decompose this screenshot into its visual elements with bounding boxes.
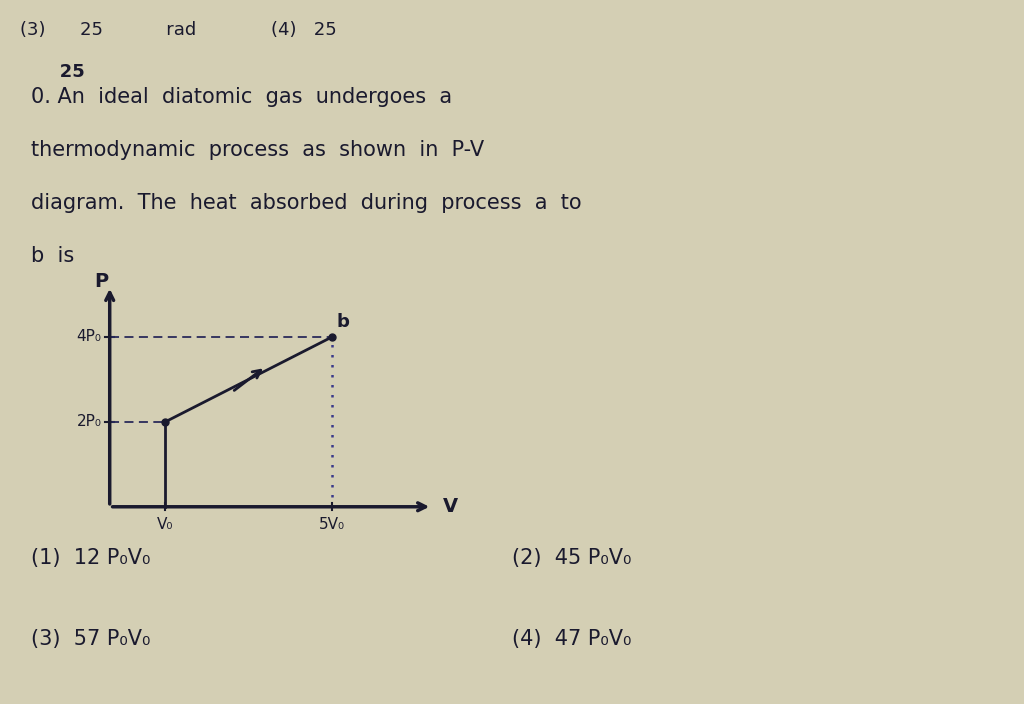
Text: V₀: V₀ xyxy=(157,517,173,532)
Text: b  is: b is xyxy=(31,246,74,265)
Text: b: b xyxy=(337,313,349,331)
Text: (3)  57 P₀V₀: (3) 57 P₀V₀ xyxy=(31,629,151,649)
Text: (4)  47 P₀V₀: (4) 47 P₀V₀ xyxy=(512,629,632,649)
Text: 5V₀: 5V₀ xyxy=(319,517,345,532)
Text: 25: 25 xyxy=(41,63,85,82)
Text: 2P₀: 2P₀ xyxy=(77,415,101,429)
Text: V: V xyxy=(443,497,459,516)
Text: diagram.  The  heat  absorbed  during  process  a  to: diagram. The heat absorbed during proces… xyxy=(31,193,582,213)
Text: 0. An  ideal  diatomic  gas  undergoes  a: 0. An ideal diatomic gas undergoes a xyxy=(31,87,452,107)
Text: thermodynamic  process  as  shown  in  P-V: thermodynamic process as shown in P-V xyxy=(31,140,484,160)
Text: (3)      25           rad             (4)   25: (3) 25 rad (4) 25 xyxy=(20,21,337,39)
Text: (2)  45 P₀V₀: (2) 45 P₀V₀ xyxy=(512,548,632,568)
Text: 4P₀: 4P₀ xyxy=(77,329,101,344)
Text: P: P xyxy=(94,272,109,291)
Text: (1)  12 P₀V₀: (1) 12 P₀V₀ xyxy=(31,548,151,568)
